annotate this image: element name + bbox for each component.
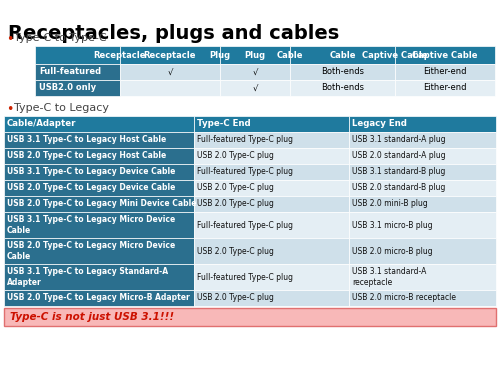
Bar [4, 164, 194, 180]
Text: √: √ [252, 68, 258, 76]
Text: Type-C is not just USB 3.1!!!: Type-C is not just USB 3.1!!! [10, 312, 174, 322]
Bar [120, 46, 220, 64]
Text: Legacy End: Legacy End [352, 120, 407, 129]
Bar [290, 64, 395, 80]
Text: USB 2.0 Type-C plug: USB 2.0 Type-C plug [197, 152, 274, 161]
Bar [290, 46, 395, 64]
Bar [194, 238, 349, 264]
Text: USB 2.0 Type-C plug: USB 2.0 Type-C plug [197, 200, 274, 209]
Bar [4, 132, 194, 148]
Text: USB 3.1 Type-C to Legacy Host Cable: USB 3.1 Type-C to Legacy Host Cable [7, 135, 166, 144]
Text: Receptacle: Receptacle [144, 50, 196, 59]
Bar [349, 164, 496, 180]
Bar [349, 290, 496, 306]
Bar [349, 264, 496, 290]
Text: USB 2.0 mini-B plug: USB 2.0 mini-B plug [352, 200, 428, 209]
Text: USB 2.0 Type-C to Legacy Mini Device Cable: USB 2.0 Type-C to Legacy Mini Device Cab… [7, 200, 196, 209]
Bar [4, 196, 194, 212]
Text: Full-featured: Full-featured [39, 68, 101, 76]
Bar [4, 116, 194, 132]
Text: Type-C End: Type-C End [197, 120, 250, 129]
Text: √: √ [252, 83, 258, 92]
Text: USB 3.1 standard-B plug: USB 3.1 standard-B plug [352, 167, 446, 176]
Text: Cable/Adapter: Cable/Adapter [7, 120, 76, 129]
Text: USB 3.1 standard-A
receptacle: USB 3.1 standard-A receptacle [352, 267, 426, 287]
Bar [395, 80, 495, 96]
Bar [349, 180, 496, 196]
Text: USB 2.0 Type-C plug: USB 2.0 Type-C plug [197, 183, 274, 193]
Bar [349, 116, 496, 132]
Text: Full-featured Type-C plug: Full-featured Type-C plug [197, 220, 293, 229]
Text: USB 3.1 Type-C to Legacy Device Cable: USB 3.1 Type-C to Legacy Device Cable [7, 167, 175, 176]
Text: USB 2.0 Type-C plug: USB 2.0 Type-C plug [197, 294, 274, 303]
Bar [194, 290, 349, 306]
Text: Captive Cable: Captive Cable [362, 50, 428, 59]
Bar [194, 180, 349, 196]
Text: Either-end: Either-end [423, 83, 467, 92]
Bar [349, 196, 496, 212]
Text: USB 3.1 Type-C to Legacy Standard-A
Adapter: USB 3.1 Type-C to Legacy Standard-A Adap… [7, 267, 168, 287]
Bar [120, 64, 220, 80]
Text: USB 3.1 standard-A plug: USB 3.1 standard-A plug [352, 135, 446, 144]
Text: Either-end: Either-end [423, 68, 467, 76]
Text: Type-C to Type-C: Type-C to Type-C [14, 33, 106, 43]
Bar [194, 132, 349, 148]
Bar [194, 196, 349, 212]
Bar [220, 46, 290, 64]
Bar [4, 238, 194, 264]
Text: Receptacles, plugs and cables: Receptacles, plugs and cables [8, 24, 339, 43]
Bar [349, 238, 496, 264]
Text: USB 2.0 Type-C to Legacy Micro Device
Cable: USB 2.0 Type-C to Legacy Micro Device Ca… [7, 241, 175, 261]
Bar [4, 308, 496, 326]
Bar [194, 264, 349, 290]
Text: Full-featured Type-C plug: Full-featured Type-C plug [197, 167, 293, 176]
Text: Both-ends: Both-ends [321, 83, 364, 92]
Bar [4, 290, 194, 306]
Text: USB 2.0 Type-C plug: USB 2.0 Type-C plug [197, 247, 274, 256]
Bar [349, 132, 496, 148]
Bar [194, 164, 349, 180]
Bar [4, 212, 194, 238]
Text: USB 3.1 micro-B plug: USB 3.1 micro-B plug [352, 220, 432, 229]
Bar [349, 212, 496, 238]
Text: USB 2.0 Type-C to Legacy Device Cable: USB 2.0 Type-C to Legacy Device Cable [7, 183, 175, 193]
Text: USB 2.0 Type-C to Legacy Micro-B Adapter: USB 2.0 Type-C to Legacy Micro-B Adapter [7, 294, 190, 303]
Text: Cable: Cable [329, 50, 356, 59]
Text: Receptacle: Receptacle [94, 50, 146, 59]
Text: USB 2.0 micro-B receptacle: USB 2.0 micro-B receptacle [352, 294, 456, 303]
Bar [220, 64, 290, 80]
Bar [120, 80, 220, 96]
Text: •: • [6, 33, 14, 46]
Text: USB 2.0 standard-A plug: USB 2.0 standard-A plug [352, 152, 446, 161]
Bar [194, 116, 349, 132]
Text: USB 2.0 micro-B plug: USB 2.0 micro-B plug [352, 247, 432, 256]
Text: USB 2.0 Type-C to Legacy Host Cable: USB 2.0 Type-C to Legacy Host Cable [7, 152, 166, 161]
Bar [4, 148, 194, 164]
Text: Type-C to Legacy: Type-C to Legacy [14, 103, 109, 113]
Bar [395, 46, 495, 64]
Text: USB 2.0 standard-B plug: USB 2.0 standard-B plug [352, 183, 446, 193]
Bar [35, 46, 120, 64]
Text: Full-featured Type-C plug: Full-featured Type-C plug [197, 135, 293, 144]
Bar [35, 80, 120, 96]
Bar [194, 212, 349, 238]
Bar [220, 80, 290, 96]
Text: √: √ [168, 68, 172, 76]
Bar [4, 180, 194, 196]
Text: Plug: Plug [244, 50, 266, 59]
Bar [4, 264, 194, 290]
Bar [194, 148, 349, 164]
Bar [395, 64, 495, 80]
Text: USB2.0 only: USB2.0 only [39, 83, 96, 92]
Text: Full-featured Type-C plug: Full-featured Type-C plug [197, 273, 293, 282]
Bar [290, 80, 395, 96]
Bar [35, 64, 120, 80]
Text: •: • [6, 103, 14, 116]
Text: Plug: Plug [210, 50, 231, 59]
Text: Captive Cable: Captive Cable [412, 50, 478, 59]
Text: Both-ends: Both-ends [321, 68, 364, 76]
Text: USB 3.1 Type-C to Legacy Micro Device
Cable: USB 3.1 Type-C to Legacy Micro Device Ca… [7, 215, 175, 235]
Bar [349, 148, 496, 164]
Text: Cable: Cable [277, 50, 303, 59]
